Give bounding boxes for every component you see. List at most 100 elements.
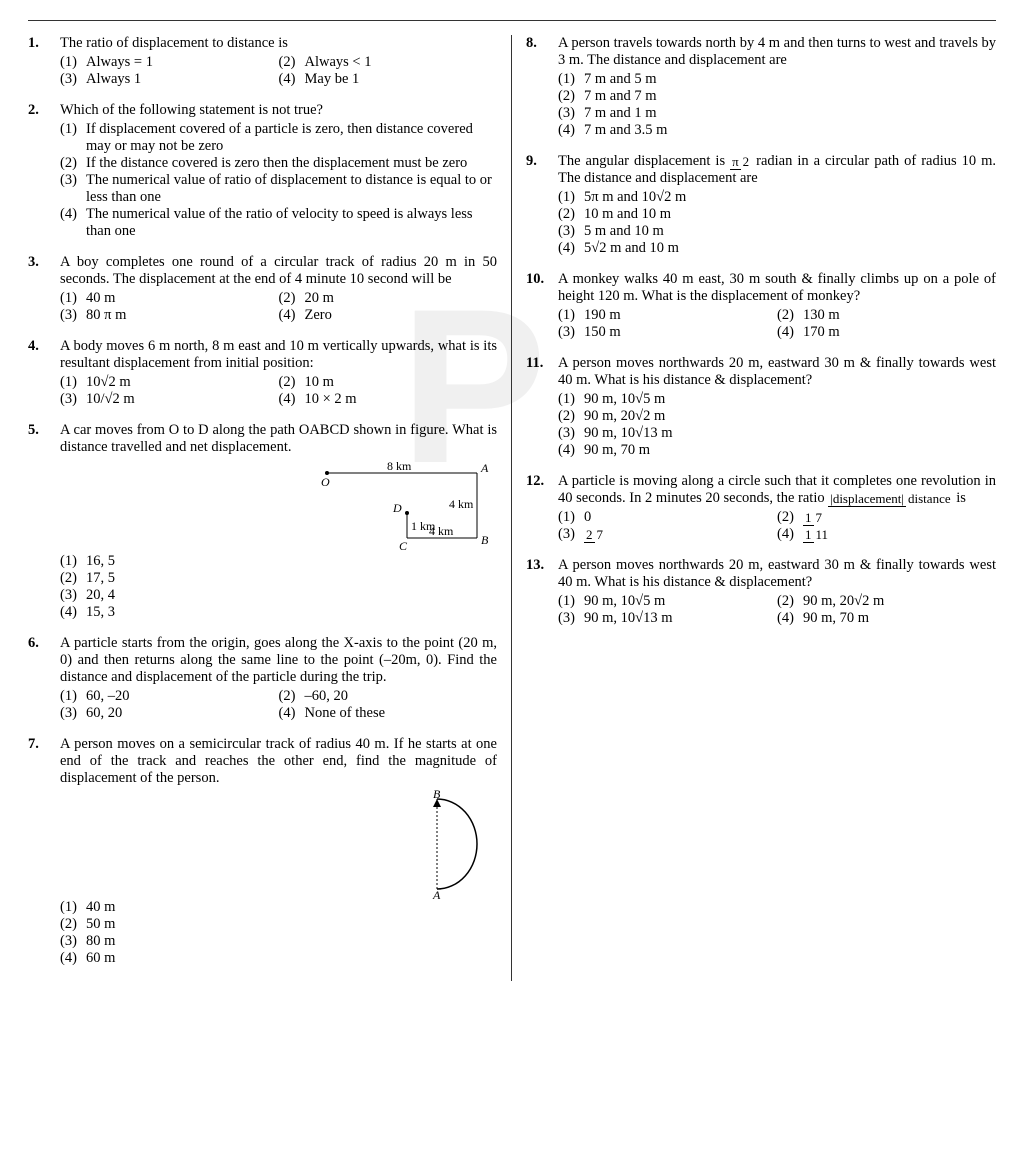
question-number: 2. [28, 102, 60, 240]
option-text: 5 m and 10 m [584, 223, 996, 240]
option-number: (3) [558, 425, 584, 442]
option: (2)17 [777, 509, 996, 526]
question-body: A person moves northwards 20 m, eastward… [558, 355, 996, 459]
option-number: (3) [60, 933, 86, 950]
question-body: A monkey walks 40 m east, 30 m south & f… [558, 271, 996, 341]
option-text: 15, 3 [86, 604, 497, 621]
option: (1)40 m [60, 290, 279, 307]
semicircle-figure: BA [407, 789, 497, 899]
option-number: (2) [279, 374, 305, 391]
option-text: Always < 1 [305, 54, 492, 71]
question: 4.A body moves 6 m north, 8 m east and 1… [28, 338, 497, 408]
option-number: (4) [279, 391, 305, 408]
option-text: 10 m [305, 374, 492, 391]
option: (1)190 m [558, 307, 777, 324]
option-number: (2) [558, 408, 584, 425]
option-number: (2) [558, 206, 584, 223]
option: (4)May be 1 [279, 71, 498, 88]
option-text: 10/√2 m [86, 391, 273, 408]
option: (3)80 m [60, 933, 497, 950]
option-number: (3) [60, 705, 86, 722]
option-number: (3) [558, 105, 584, 122]
option-number: (1) [558, 391, 584, 408]
option-text: 90 m, 10√5 m [584, 593, 771, 610]
option-number: (4) [279, 705, 305, 722]
option-text: The numerical value of the ratio of velo… [86, 206, 497, 240]
question: 8.A person travels towards north by 4 m … [526, 35, 996, 139]
option-number: (4) [777, 324, 803, 341]
question-stem: The ratio of displacement to distance is [60, 35, 497, 52]
question-stem: A body moves 6 m north, 8 m east and 10 … [60, 338, 497, 372]
option-number: (1) [60, 121, 86, 155]
option-number: (2) [279, 688, 305, 705]
question-number: 13. [526, 557, 558, 627]
question: 5.A car moves from O to D along the path… [28, 422, 497, 621]
question-stem: A particle starts from the origin, goes … [60, 635, 497, 686]
option-number: (1) [60, 553, 86, 570]
path-figure: OABCD8 km4 km4 km1 km [317, 458, 497, 553]
question-stem: Which of the following statement is not … [60, 102, 497, 119]
question: 1.The ratio of displacement to distance … [28, 35, 497, 88]
option-number: (2) [60, 916, 86, 933]
option: (3)90 m, 10√13 m [558, 610, 777, 627]
question: 12.A particle is moving along a circle s… [526, 473, 996, 543]
option-number: (1) [558, 593, 584, 610]
question-stem: A person moves northwards 20 m, eastward… [558, 557, 996, 591]
svg-text:A: A [432, 888, 441, 899]
option-number: (1) [558, 307, 584, 324]
question-number: 7. [28, 736, 60, 967]
svg-text:B: B [481, 533, 489, 547]
option-text: 60 m [86, 950, 497, 967]
option-text: None of these [305, 705, 492, 722]
options: (1)7 m and 5 m(2)7 m and 7 m(3)7 m and 1… [558, 71, 996, 139]
option: (2)20 m [279, 290, 498, 307]
option-number: (2) [777, 593, 803, 610]
question-stem: The angular displacement is π2 radian in… [558, 153, 996, 187]
option: (4)10 × 2 m [279, 391, 498, 408]
question: 6.A particle starts from the origin, goe… [28, 635, 497, 722]
option: (4)None of these [279, 705, 498, 722]
option-text: 16, 5 [86, 553, 497, 570]
option-number: (3) [558, 610, 584, 627]
question-body: A particle starts from the origin, goes … [60, 635, 497, 722]
question: 3.A boy completes one round of a circula… [28, 254, 497, 324]
option: (2)Always < 1 [279, 54, 498, 71]
option-number: (4) [558, 122, 584, 139]
option-number: (1) [60, 899, 86, 916]
option-text: 90 m, 20√2 m [803, 593, 990, 610]
option: (3)90 m, 10√13 m [558, 425, 996, 442]
option-text: The numerical value of ratio of displace… [86, 172, 497, 206]
option: (4)Zero [279, 307, 498, 324]
option-number: (3) [558, 223, 584, 240]
option-text: 5√2 m and 10 m [584, 240, 996, 257]
question-stem: A person moves northwards 20 m, eastward… [558, 355, 996, 389]
option-text: 190 m [584, 307, 771, 324]
option: (3)7 m and 1 m [558, 105, 996, 122]
option: (2)10 m [279, 374, 498, 391]
question-number: 9. [526, 153, 558, 257]
question-body: The angular displacement is π2 radian in… [558, 153, 996, 257]
option-text: 90 m, 20√2 m [584, 408, 996, 425]
option-number: (4) [777, 610, 803, 627]
option: (1)16, 5 [60, 553, 497, 570]
option: (1)10√2 m [60, 374, 279, 391]
option-text: 27 [584, 526, 771, 543]
question: 7.A person moves on a semicircular track… [28, 736, 497, 967]
two-column-layout: 1.The ratio of displacement to distance … [28, 35, 996, 981]
option: (3)20, 4 [60, 587, 497, 604]
top-divider [28, 20, 996, 21]
option: (1)5π m and 10√2 m [558, 189, 996, 206]
option-text: 10 × 2 m [305, 391, 492, 408]
option: (4)15, 3 [60, 604, 497, 621]
option: (1)Always = 1 [60, 54, 279, 71]
option-number: (1) [60, 688, 86, 705]
options: (1)5π m and 10√2 m(2)10 m and 10 m(3)5 m… [558, 189, 996, 257]
option-text: If the distance covered is zero then the… [86, 155, 497, 172]
option-text: 20, 4 [86, 587, 497, 604]
option-text: 90 m, 10√13 m [584, 425, 996, 442]
option: (4)111 [777, 526, 996, 543]
option-text: 7 m and 1 m [584, 105, 996, 122]
option-text: 60, –20 [86, 688, 273, 705]
option: (1)90 m, 10√5 m [558, 391, 996, 408]
option: (4)The numerical value of the ratio of v… [60, 206, 497, 240]
